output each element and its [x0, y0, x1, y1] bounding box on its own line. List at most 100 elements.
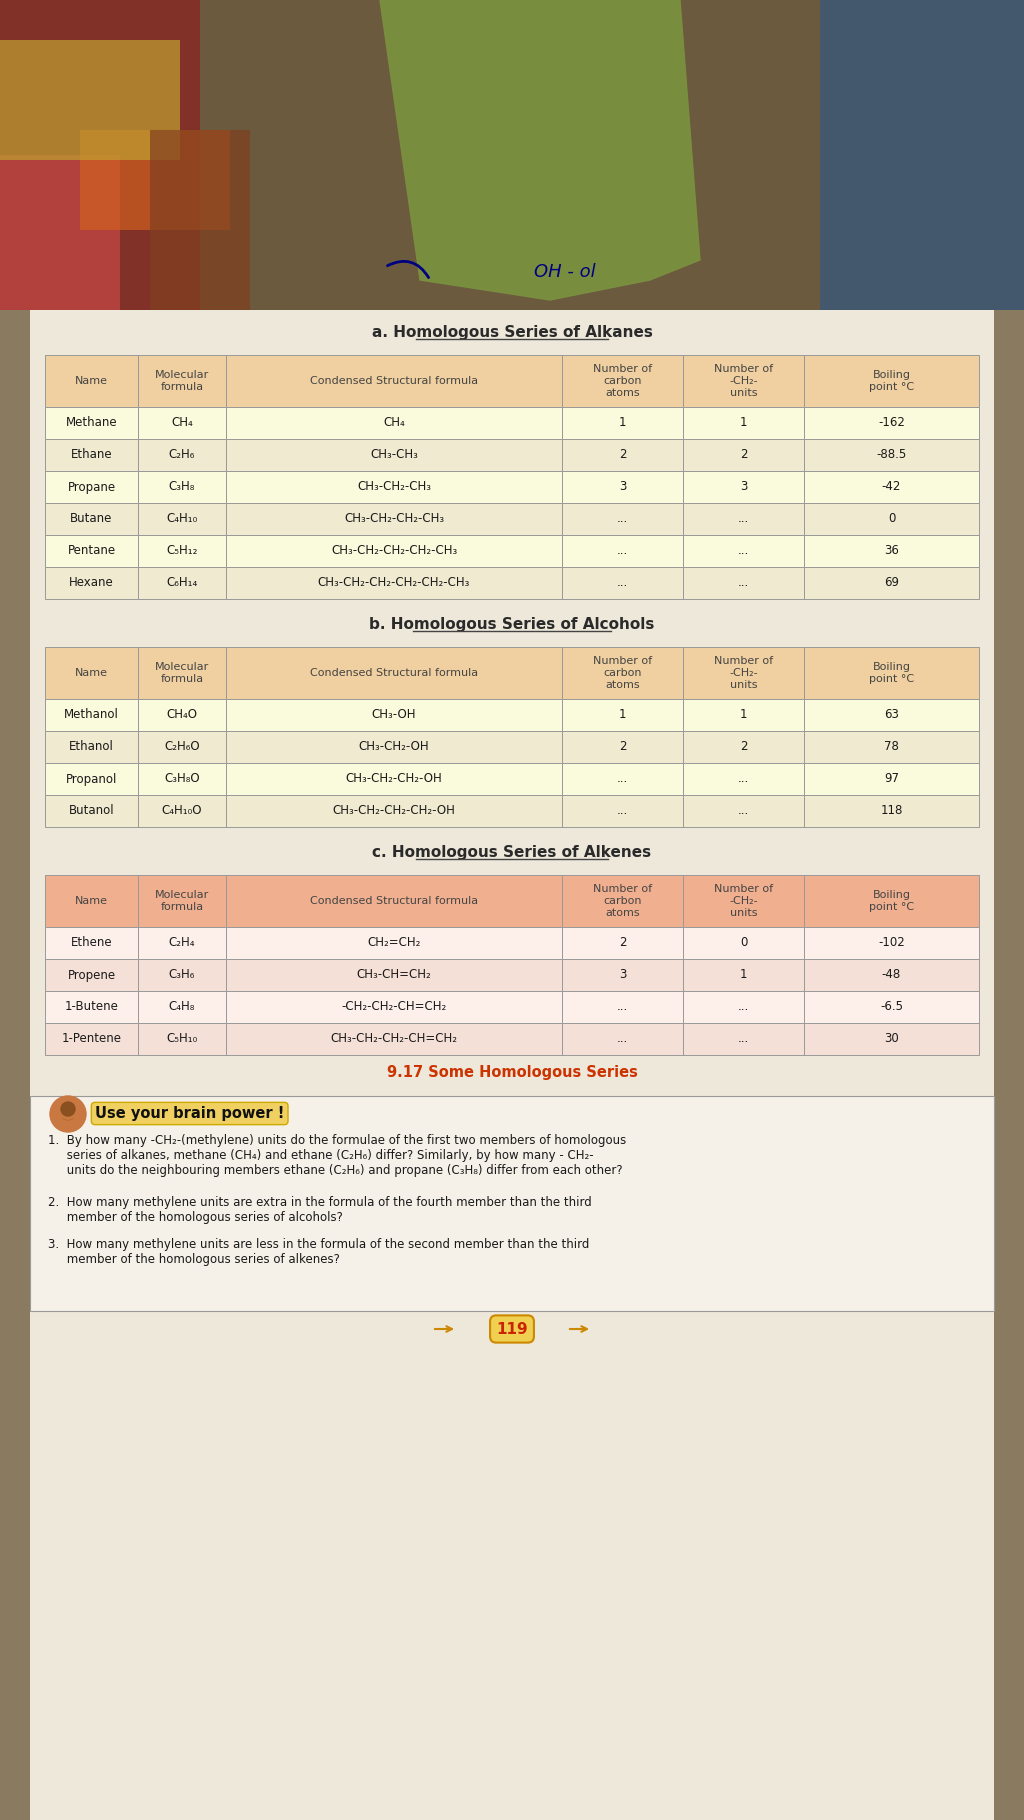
Bar [226, 992, 562, 1023]
Bar [562, 471, 683, 502]
Bar [138, 408, 226, 439]
Bar [138, 875, 226, 926]
Text: ...: ... [738, 804, 750, 817]
Text: 30: 30 [884, 1032, 899, 1045]
Text: 36: 36 [884, 544, 899, 557]
Bar [562, 875, 683, 926]
Bar [562, 502, 683, 535]
Bar [562, 959, 683, 992]
Text: CH₄O: CH₄O [167, 708, 198, 721]
Text: Boiling
point °C: Boiling point °C [869, 369, 914, 391]
Text: 78: 78 [884, 741, 899, 753]
Bar [226, 568, 562, 599]
Text: 63: 63 [884, 708, 899, 721]
Text: Propene: Propene [68, 968, 116, 981]
Bar [45, 439, 138, 471]
Text: 97: 97 [884, 772, 899, 786]
Bar [562, 439, 683, 471]
Bar [226, 408, 562, 439]
Text: Molecular
formula: Molecular formula [155, 369, 209, 391]
Text: Boiling
point °C: Boiling point °C [869, 890, 914, 912]
Text: C₃H₈O: C₃H₈O [164, 772, 200, 786]
Text: ...: ... [616, 772, 628, 786]
Text: ...: ... [738, 1032, 750, 1045]
Bar [226, 646, 562, 699]
Bar [820, 0, 1024, 309]
Text: -42: -42 [882, 480, 901, 493]
Circle shape [50, 1096, 86, 1132]
Bar [683, 732, 804, 763]
Bar [45, 763, 138, 795]
Bar [562, 795, 683, 826]
Bar [804, 875, 979, 926]
Bar [138, 763, 226, 795]
Text: Number of
carbon
atoms: Number of carbon atoms [593, 657, 652, 690]
Bar [138, 439, 226, 471]
Text: ...: ... [738, 544, 750, 557]
Circle shape [61, 1101, 75, 1116]
Text: 118: 118 [881, 804, 903, 817]
Text: Condensed Structural formula: Condensed Structural formula [310, 668, 478, 679]
Bar [804, 699, 979, 732]
Bar [226, 732, 562, 763]
Bar [45, 355, 138, 408]
Bar [45, 408, 138, 439]
Text: C₆H₁₄: C₆H₁₄ [166, 577, 198, 590]
Text: Use your brain power !: Use your brain power ! [95, 1107, 285, 1121]
Bar [45, 699, 138, 732]
Bar [45, 959, 138, 992]
Bar [804, 471, 979, 502]
Text: CH₃-CH₂-CH₂-CH₂-CH₃: CH₃-CH₂-CH₂-CH₂-CH₃ [331, 544, 457, 557]
Text: 1: 1 [618, 417, 627, 430]
Text: C₅H₁₂: C₅H₁₂ [166, 544, 198, 557]
Text: C₄H₁₀O: C₄H₁₀O [162, 804, 203, 817]
Bar [226, 502, 562, 535]
Text: 1: 1 [739, 417, 748, 430]
Text: Ethane: Ethane [71, 448, 113, 462]
Bar [138, 926, 226, 959]
Bar [683, 502, 804, 535]
Text: CH₃-CH₃: CH₃-CH₃ [370, 448, 418, 462]
Text: 1-Butene: 1-Butene [65, 1001, 119, 1014]
Text: 0: 0 [739, 937, 748, 950]
Bar [683, 926, 804, 959]
Bar [562, 568, 683, 599]
Text: Condensed Structural formula: Condensed Structural formula [310, 377, 478, 386]
Text: C₂H₆: C₂H₆ [169, 448, 196, 462]
Text: ...: ... [738, 577, 750, 590]
Bar [45, 875, 138, 926]
Text: ...: ... [616, 1032, 628, 1045]
Text: Ethanol: Ethanol [69, 741, 114, 753]
Bar [683, 875, 804, 926]
Bar [804, 926, 979, 959]
Text: 3: 3 [618, 968, 627, 981]
Bar [562, 1023, 683, 1056]
Bar [562, 992, 683, 1023]
Bar [138, 471, 226, 502]
Text: a. Homologous Series of Alkanes: a. Homologous Series of Alkanes [372, 326, 652, 340]
Bar [804, 1023, 979, 1056]
Text: C₂H₄: C₂H₄ [169, 937, 196, 950]
Polygon shape [380, 0, 700, 300]
Text: CH₃-CH₂-CH₃: CH₃-CH₂-CH₃ [357, 480, 431, 493]
Bar [804, 439, 979, 471]
Bar [226, 355, 562, 408]
Bar [562, 355, 683, 408]
Text: ...: ... [616, 577, 628, 590]
Text: c. Homologous Series of Alkenes: c. Homologous Series of Alkenes [373, 844, 651, 861]
Bar [804, 568, 979, 599]
Bar [0, 40, 180, 160]
Text: CH₄: CH₄ [171, 417, 193, 430]
Text: Propanol: Propanol [66, 772, 117, 786]
Bar [804, 502, 979, 535]
Bar [562, 646, 683, 699]
Bar [804, 535, 979, 568]
Text: C₄H₁₀: C₄H₁₀ [166, 513, 198, 526]
Bar [804, 992, 979, 1023]
Bar [804, 763, 979, 795]
Text: 9.17 Some Homologous Series: 9.17 Some Homologous Series [387, 1065, 637, 1079]
Bar [226, 763, 562, 795]
Bar [226, 926, 562, 959]
Text: -48: -48 [882, 968, 901, 981]
Text: C₂H₆O: C₂H₆O [164, 741, 200, 753]
